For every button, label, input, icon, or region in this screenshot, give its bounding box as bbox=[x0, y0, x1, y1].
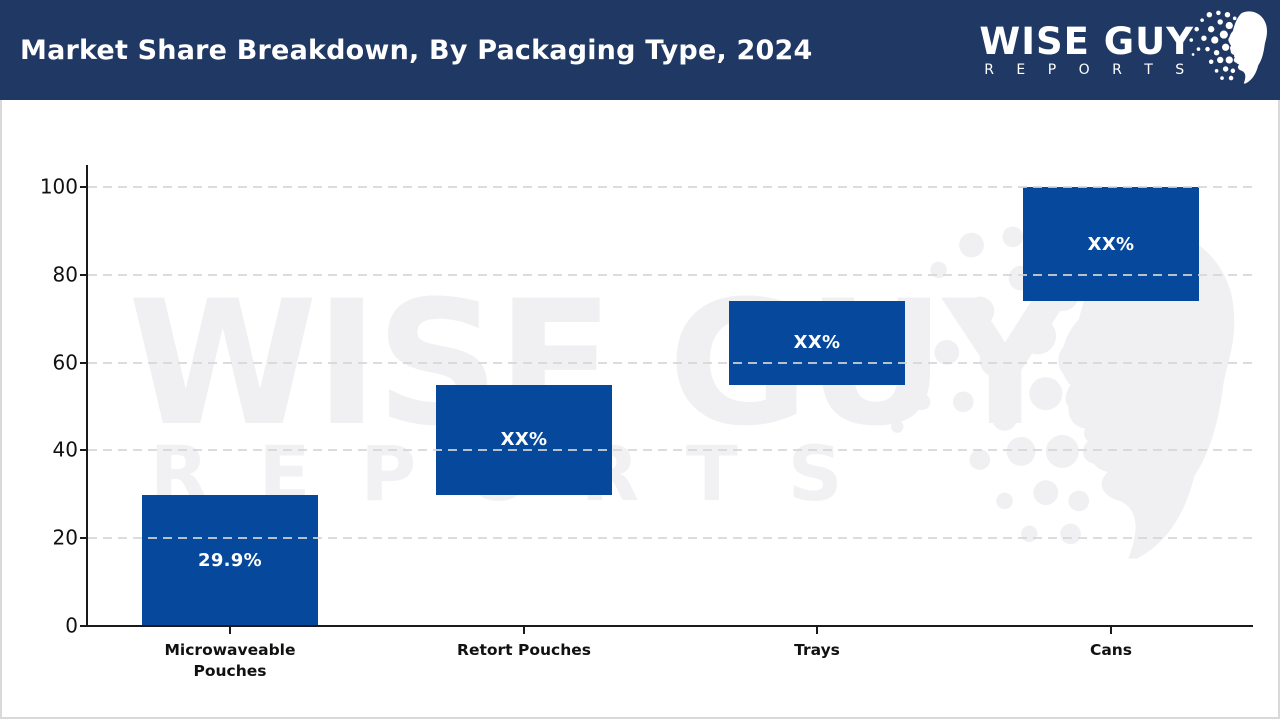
y-tick-label: 0 bbox=[65, 613, 78, 638]
x-category-label: Cans bbox=[991, 640, 1231, 661]
bar-value-label: XX% bbox=[1087, 233, 1135, 255]
bar-value-label: XX% bbox=[793, 332, 841, 354]
header-bar: Market Share Breakdown, By Packaging Typ… bbox=[0, 0, 1280, 100]
y-tick-40 bbox=[80, 449, 87, 452]
x-tick-3 bbox=[1110, 627, 1112, 634]
y-tick-60 bbox=[80, 361, 87, 364]
bar-microwaveable-pouches: 29.9% bbox=[142, 494, 318, 626]
gridline-y-80 bbox=[88, 273, 1252, 276]
x-category-label-line: Retort Pouches bbox=[457, 641, 591, 659]
x-category-label: Microwaveable Pouches bbox=[110, 640, 350, 682]
bar-retort-pouches: XX% bbox=[436, 384, 612, 495]
y-tick-0 bbox=[80, 625, 87, 627]
gridline-y-20 bbox=[88, 537, 1252, 540]
bar-cans: XX% bbox=[1023, 187, 1199, 302]
logo-wordmark: WISE GUY bbox=[979, 20, 1194, 63]
y-axis-line bbox=[86, 165, 88, 627]
x-tick-0 bbox=[229, 627, 231, 634]
bar-trays: XX% bbox=[729, 301, 905, 385]
x-category-label-line: Microwaveable bbox=[164, 641, 296, 659]
gridline-y-40 bbox=[88, 449, 1252, 452]
logo-subtitle: R E P O R T S bbox=[984, 62, 1194, 78]
wiseguy-logo: WISE GUY R E P O R T S bbox=[979, 8, 1280, 92]
x-category-label-line: Cans bbox=[1089, 641, 1133, 659]
x-category-label-line: Trays bbox=[794, 641, 840, 659]
bar-value-label: XX% bbox=[500, 429, 548, 451]
y-tick-80 bbox=[80, 273, 87, 276]
gridline-y-60 bbox=[88, 361, 1252, 364]
y-tick-label: 60 bbox=[52, 349, 78, 374]
y-tick-label: 100 bbox=[39, 174, 78, 199]
y-tick-100 bbox=[80, 186, 87, 188]
x-category-label: Trays bbox=[697, 640, 937, 661]
x-tick-2 bbox=[816, 627, 818, 634]
x-axis-line bbox=[87, 625, 1253, 627]
page-title: Market Share Breakdown, By Packaging Typ… bbox=[20, 34, 813, 66]
x-category-label-line: Pouches bbox=[193, 662, 267, 680]
gridline-y-100 bbox=[88, 186, 1252, 188]
x-tick-1 bbox=[523, 627, 525, 634]
y-tick-label: 80 bbox=[52, 262, 78, 287]
y-tick-label: 20 bbox=[52, 525, 78, 550]
logo-text: WISE GUY R E P O R T S bbox=[979, 23, 1194, 77]
logo-face-icon bbox=[1189, 10, 1267, 84]
x-category-label: Retort Pouches bbox=[404, 640, 644, 661]
bar-value-label: 29.9% bbox=[198, 549, 262, 571]
y-tick-20 bbox=[80, 537, 87, 540]
y-tick-label: 40 bbox=[52, 437, 78, 462]
